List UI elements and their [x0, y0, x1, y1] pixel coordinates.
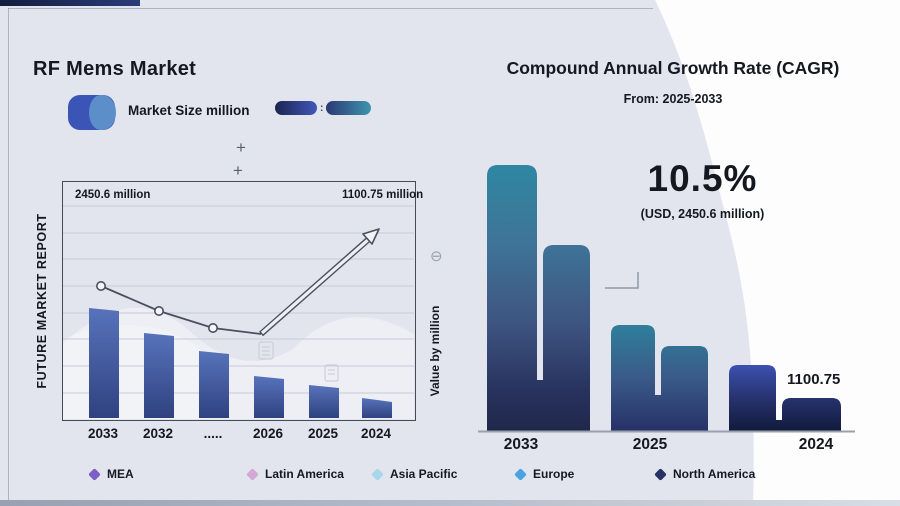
diamond-marker-europe	[514, 467, 527, 481]
frame-line-top	[8, 8, 653, 9]
market-size-chart-canvas	[63, 205, 414, 419]
bar-2024-value-label: 1100.75	[787, 371, 841, 388]
legend-item-europe: Europe	[514, 467, 575, 481]
x-tick-dots: .....	[203, 426, 223, 441]
document-watermark-icons	[258, 341, 339, 382]
pill-navy-blue	[275, 101, 317, 115]
cagr-chart-canvas	[478, 165, 855, 433]
bar-group-2025	[611, 325, 708, 431]
bar-2032	[144, 333, 174, 418]
bar-mid-years	[199, 351, 229, 418]
legend-item-latin-america: Latin America	[246, 467, 344, 481]
trend-line	[100, 285, 262, 335]
trend-line-markers	[95, 281, 219, 334]
bar-2024	[362, 398, 392, 418]
bar-2026	[254, 376, 284, 418]
cagr-x-tick-2025: 2025	[632, 436, 668, 453]
bar-2024-a	[729, 365, 776, 431]
legend-label-latin-america: Latin America	[265, 467, 344, 481]
cylinder-icon	[68, 95, 116, 130]
minus-circle-icon: ⊖	[430, 248, 443, 265]
legend-label-north-america: North America	[673, 467, 756, 481]
legend-item-north-america: North America	[654, 467, 756, 481]
cagr-period: From: 2025-2033	[623, 92, 723, 106]
page-title: RF Mems Market	[33, 58, 197, 80]
x-tick-2025: 2025	[307, 426, 339, 441]
brand-watermark: FUTURE MARKET REPORT	[28, 181, 56, 421]
bar-group-2024	[729, 365, 841, 431]
bottom-accent-strip	[0, 500, 900, 506]
x-tick-2032: 2032	[142, 426, 174, 441]
y-axis-label: Value by million	[428, 305, 442, 397]
legend-label-asia-pacific: Asia Pacific	[390, 467, 458, 481]
gridlines	[63, 205, 414, 394]
bar-2024-base	[729, 420, 841, 431]
cagr-x-tick-2033: 2033	[503, 436, 539, 453]
cagr-x-tick-2024: 2024	[798, 436, 834, 453]
plus-decoration-icon: +	[233, 161, 243, 180]
cagr-basis: (USD, 2450.6 million)	[640, 207, 765, 221]
corner-bracket-decoration	[605, 272, 639, 289]
y-axis-label-wrap: Value by million	[422, 283, 448, 419]
diamond-marker-latin-america	[246, 467, 259, 481]
bar-group-2033	[487, 165, 590, 431]
legend-item-asia-pacific: Asia Pacific	[371, 467, 458, 481]
cylinder-icon-cap	[88, 95, 116, 130]
legend-item-mea: MEA	[88, 467, 134, 481]
chart-annotation-right: 1100.75 million	[342, 189, 424, 201]
ratio-separator: :	[320, 102, 324, 114]
trend-arrow-head	[362, 228, 380, 245]
x-tick-2024: 2024	[360, 426, 392, 441]
brand-watermark-text: FUTURE MARKET REPORT	[35, 213, 49, 389]
plus-decoration-icon: +	[236, 138, 246, 157]
bar-2033-a	[487, 165, 537, 431]
top-accent-bar	[0, 0, 140, 6]
bar-2033-base	[487, 380, 590, 431]
cagr-title: Compound Annual Growth Rate (CAGR)	[506, 58, 840, 78]
frame-line-left	[8, 8, 9, 500]
x-tick-2026: 2026	[252, 426, 284, 441]
x-tick-2033: 2033	[87, 426, 119, 441]
bar-2025	[309, 385, 339, 418]
pill-navy-teal	[326, 101, 372, 115]
ratio-pills: :	[275, 101, 372, 115]
legend-label-europe: Europe	[533, 467, 575, 481]
diamond-marker-north-america	[654, 467, 667, 481]
bar-2025-base	[611, 395, 708, 431]
diamond-marker-mea	[88, 467, 101, 481]
market-size-chart	[62, 181, 416, 421]
legend-label-mea: MEA	[107, 467, 134, 481]
market-size-legend-label: Market Size million	[128, 103, 250, 118]
trend-arrow-shaft-core	[260, 237, 371, 335]
market-size-bars	[89, 308, 392, 418]
cagr-value: 10.5%	[647, 158, 758, 199]
diamond-marker-asia-pacific	[371, 467, 384, 481]
bar-2033	[89, 308, 119, 418]
chart-annotation-left: 2450.6 million	[75, 189, 151, 201]
